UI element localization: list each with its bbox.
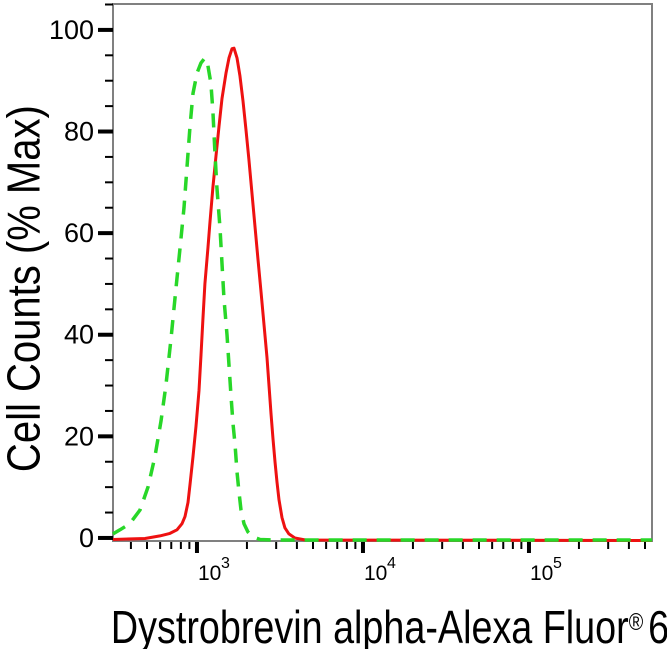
x-tick-label-exponent: 5	[553, 555, 562, 572]
y-tick-label: 100	[49, 15, 94, 45]
x-axis-title-suffix: 647	[648, 601, 667, 649]
x-tick-label-exponent: 3	[221, 555, 230, 572]
x-axis-title-text: Dystrobrevin alpha-Alexa Fluor®647	[111, 597, 667, 649]
y-tick-label: 20	[64, 421, 94, 451]
x-tick-label-base: 10	[364, 562, 387, 585]
y-tick-label: 80	[64, 117, 94, 147]
y-tick-label: 0	[79, 523, 94, 553]
red-solid-curve	[112, 46, 653, 542]
x-axis-title: Dystrobrevin alpha-Alexa Fluor®647	[45, 597, 667, 649]
y-axis-title-text: Cell Counts (% Max)	[0, 105, 50, 473]
x-tick-label-base: 10	[198, 562, 221, 585]
y-axis-title: Cell Counts (% Max)	[0, 21, 50, 558]
x-tick-label-exponent: 4	[387, 555, 396, 572]
green-dashed-curve	[112, 56, 652, 542]
x-tick-label-base: 10	[530, 562, 553, 585]
y-tick-label: 60	[64, 218, 94, 248]
registered-trademark-symbol: ®	[628, 609, 644, 636]
x-axis-title-main: Dystrobrevin alpha-Alexa Fluor	[110, 601, 629, 649]
y-tick-label: 40	[64, 320, 94, 350]
